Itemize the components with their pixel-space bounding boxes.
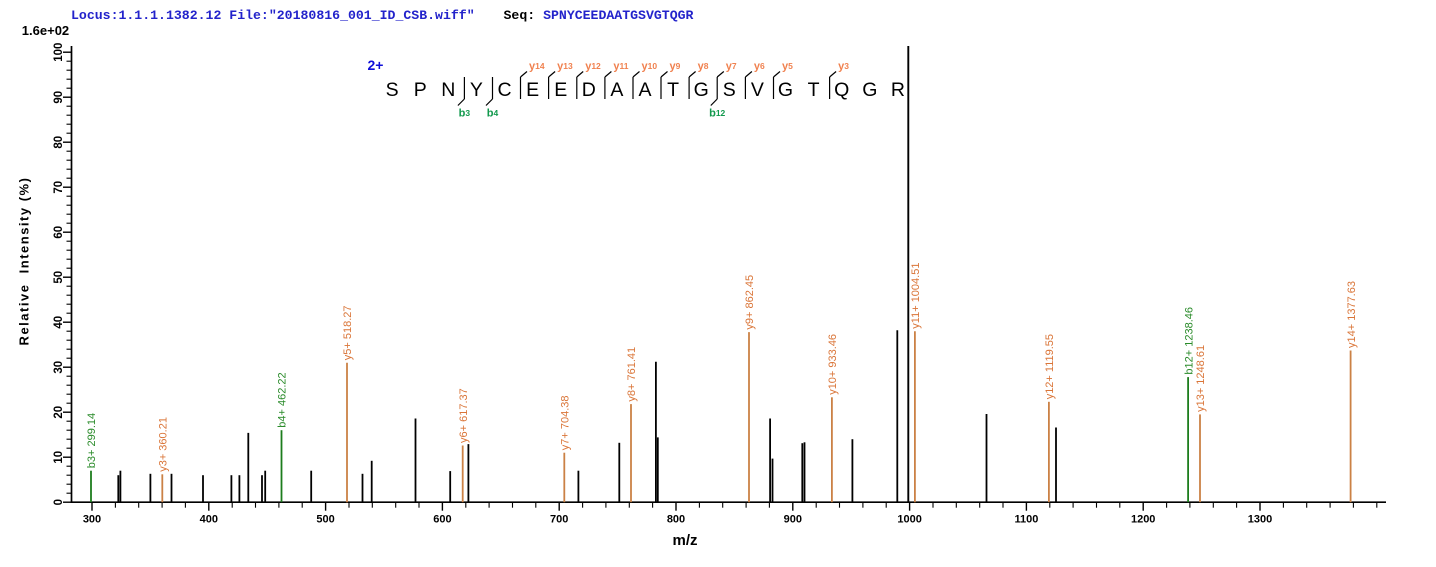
svg-text:T: T (667, 79, 679, 101)
svg-text:500: 500 (316, 513, 334, 525)
svg-text:y3: y3 (838, 61, 849, 73)
svg-text:y6+ 617.37: y6+ 617.37 (458, 388, 470, 443)
svg-text:m/z: m/z (672, 532, 697, 549)
svg-text:40: 40 (53, 316, 65, 329)
svg-text:80: 80 (53, 136, 65, 149)
svg-text:b4: b4 (487, 108, 499, 120)
svg-text:y8+ 761.41: y8+ 761.41 (626, 347, 638, 402)
svg-text:S: S (723, 79, 736, 101)
svg-text:V: V (751, 79, 764, 101)
svg-text:Q: Q (834, 79, 849, 101)
svg-text:G: G (778, 79, 793, 101)
svg-text:b12+ 1238.46: b12+ 1238.46 (1183, 307, 1195, 375)
svg-text:1.6e+02: 1.6e+02 (22, 23, 69, 38)
svg-text:y7+ 704.38: y7+ 704.38 (560, 395, 572, 450)
svg-text:y10+ 933.46: y10+ 933.46 (827, 334, 839, 395)
svg-text:y3+ 360.21: y3+ 360.21 (158, 417, 170, 472)
svg-text:y10: y10 (642, 61, 658, 73)
svg-text:1100: 1100 (1014, 513, 1038, 525)
svg-text:0: 0 (53, 499, 65, 505)
svg-text:E: E (526, 79, 539, 101)
svg-text:300: 300 (83, 513, 101, 525)
svg-text:100: 100 (53, 43, 65, 62)
svg-text:60: 60 (53, 226, 65, 239)
svg-text:G: G (694, 79, 709, 101)
svg-text:y11: y11 (613, 61, 628, 73)
svg-text:1200: 1200 (1131, 513, 1155, 525)
svg-text:y5: y5 (782, 61, 793, 73)
svg-text:y9+ 862.45: y9+ 862.45 (744, 275, 756, 330)
svg-text:y8: y8 (698, 61, 709, 73)
svg-text:b12: b12 (709, 108, 725, 120)
svg-text:A: A (638, 79, 651, 101)
svg-text:P: P (414, 79, 427, 101)
svg-text:y14+ 1377.63: y14+ 1377.63 (1346, 281, 1358, 348)
svg-text:C: C (497, 79, 511, 101)
svg-text:G: G (862, 79, 877, 101)
svg-text:b3: b3 (459, 108, 471, 120)
svg-text:1300: 1300 (1248, 513, 1272, 525)
svg-text:Relative Intensity (%): Relative Intensity (%) (17, 177, 32, 346)
svg-text:y12+ 1119.55: y12+ 1119.55 (1044, 334, 1056, 399)
svg-text:Y: Y (470, 79, 483, 101)
svg-text:700: 700 (550, 513, 568, 525)
svg-text:800: 800 (667, 513, 685, 525)
svg-text:50: 50 (53, 271, 65, 284)
svg-text:30: 30 (53, 361, 65, 374)
svg-text:R: R (891, 79, 905, 101)
svg-text:y13: y13 (557, 61, 573, 73)
svg-text:y7: y7 (726, 61, 737, 73)
svg-text:y5+ 518.27: y5+ 518.27 (342, 305, 354, 360)
svg-text:N: N (441, 79, 455, 101)
svg-text:b4+ 462.22: b4+ 462.22 (277, 372, 289, 427)
svg-text:y11+ 1004.51: y11+ 1004.51 (910, 263, 922, 329)
svg-text:70: 70 (53, 181, 65, 194)
svg-text:y9: y9 (670, 61, 681, 73)
svg-text:S: S (386, 79, 399, 101)
svg-text:Locus:1.1.1.1382.12 File:"2018: Locus:1.1.1.1382.12 File:"20180816_001_I… (71, 8, 475, 23)
svg-text:y6: y6 (754, 61, 765, 73)
svg-text:y13+ 1248.61: y13+ 1248.61 (1195, 345, 1207, 412)
svg-text:90: 90 (53, 91, 65, 104)
svg-text:E: E (554, 79, 567, 101)
svg-text:A: A (610, 79, 623, 101)
svg-text:10: 10 (53, 451, 65, 464)
svg-text:900: 900 (784, 513, 802, 525)
svg-text:b3+ 299.14: b3+ 299.14 (86, 413, 98, 468)
svg-text:20: 20 (53, 406, 65, 419)
svg-text:y14: y14 (529, 61, 545, 73)
svg-text:400: 400 (200, 513, 218, 525)
svg-text:Seq: SPNYCEEDAATGSVGTQGR: Seq: SPNYCEEDAATGSVGTQGR (504, 8, 694, 23)
svg-text:D: D (582, 79, 596, 101)
svg-text:1000: 1000 (897, 513, 921, 525)
svg-text:T: T (808, 79, 820, 101)
svg-text:2+: 2+ (368, 57, 384, 73)
svg-text:600: 600 (433, 513, 451, 525)
svg-text:y12: y12 (585, 61, 601, 73)
